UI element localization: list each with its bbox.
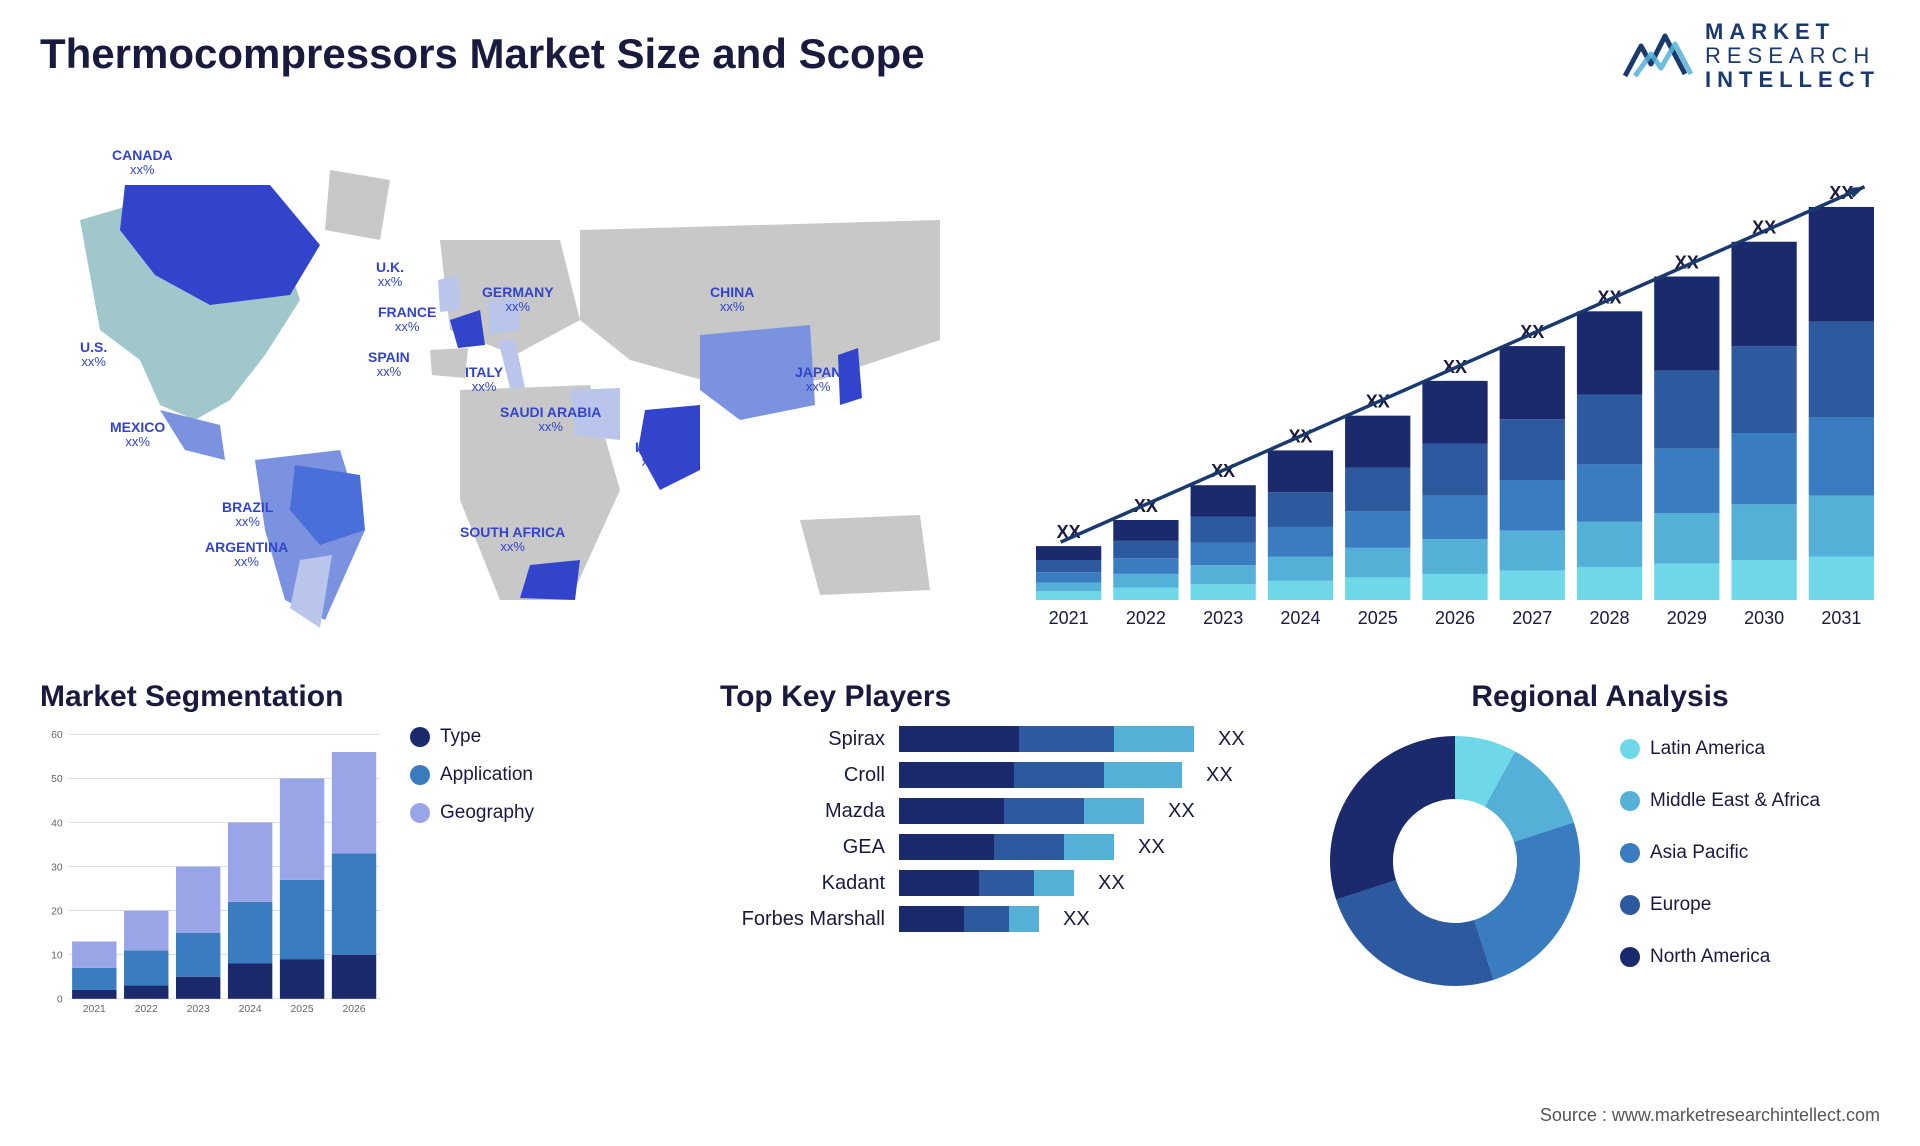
player-bar	[899, 726, 1194, 752]
player-label: Mazda	[720, 800, 885, 823]
svg-text:10: 10	[51, 950, 63, 961]
player-row: GEA XX	[720, 834, 1280, 860]
svg-text:2028: 2028	[1590, 608, 1630, 628]
svg-text:2024: 2024	[1280, 608, 1320, 628]
player-value: XX	[1063, 908, 1090, 931]
player-value: XX	[1168, 800, 1195, 823]
player-bar	[899, 762, 1182, 788]
map-label: INDIAxx%	[635, 440, 673, 470]
player-row: Mazda XX	[720, 798, 1280, 824]
map-label: CHINAxx%	[710, 285, 754, 315]
players-chart: SpiraxXXCrollXXMazdaXXGEAXXKadantXXForbe…	[720, 726, 1280, 932]
svg-text:2030: 2030	[1744, 608, 1784, 628]
svg-text:2021: 2021	[83, 1004, 106, 1015]
legend-item: Application	[410, 764, 534, 786]
player-bar	[899, 906, 1039, 932]
map-label: GERMANYxx%	[482, 285, 554, 315]
svg-text:2025: 2025	[1358, 608, 1398, 628]
regional-donut	[1320, 726, 1590, 996]
page-title: Thermocompressors Market Size and Scope	[40, 30, 925, 78]
svg-text:0: 0	[57, 995, 63, 1006]
map-label: SOUTH AFRICAxx%	[460, 525, 565, 555]
regional-legend: Latin America Middle East & Africa Asia Pa…	[1620, 738, 1820, 984]
player-value: XX	[1138, 836, 1165, 859]
players-title: Top Key Players	[720, 680, 1280, 714]
player-row: Croll XX	[720, 762, 1280, 788]
svg-text:20: 20	[51, 906, 63, 917]
svg-text:2021: 2021	[1049, 608, 1089, 628]
legend-item: Europe	[1620, 894, 1820, 916]
segmentation-legend: Type Application Geography	[410, 726, 534, 840]
svg-text:2023: 2023	[187, 1004, 210, 1015]
segmentation-chart: 0 10 20 30 40 50 60 2021 2022 2023 2024 2025 2026	[40, 726, 380, 1026]
logo-text: MARKET RESEARCH INTELLECT	[1705, 20, 1880, 93]
map-label: U.K.xx%	[376, 260, 404, 290]
svg-text:60: 60	[51, 730, 63, 741]
player-value: XX	[1206, 764, 1233, 787]
legend-item: Geography	[410, 802, 534, 824]
player-row: Kadant XX	[720, 870, 1280, 896]
legend-item: Latin America	[1620, 738, 1820, 760]
logo-icon	[1623, 26, 1693, 86]
world-map: CANADAxx% U.S.xx% MEXICOxx% BRAZILxx% ARGENT…	[20, 130, 980, 650]
legend-item: North America	[1620, 946, 1820, 968]
player-label: GEA	[720, 836, 885, 859]
map-label: SPAINxx%	[368, 350, 410, 380]
map-label: JAPANxx%	[795, 365, 841, 395]
map-label: CANADAxx%	[112, 148, 173, 178]
map-label: BRAZILxx%	[222, 500, 273, 530]
svg-text:2022: 2022	[1126, 608, 1166, 628]
logo: MARKET RESEARCH INTELLECT	[1623, 20, 1880, 93]
svg-text:30: 30	[51, 862, 63, 873]
svg-text:2029: 2029	[1667, 608, 1707, 628]
svg-text:2026: 2026	[342, 1004, 365, 1015]
map-label: ITALYxx%	[465, 365, 503, 395]
map-label: MEXICOxx%	[110, 420, 165, 450]
map-label: FRANCExx%	[378, 305, 436, 335]
source-text: Source : www.marketresearchintellect.com	[1540, 1105, 1880, 1126]
svg-text:2027: 2027	[1512, 608, 1552, 628]
svg-text:2026: 2026	[1435, 608, 1475, 628]
segmentation-section: Market Segmentation 0 10 20 30 40 50 60 2021 202…	[40, 680, 660, 1026]
legend-item: Type	[410, 726, 534, 748]
svg-text:2023: 2023	[1203, 608, 1243, 628]
player-bar	[899, 798, 1144, 824]
player-bar	[899, 870, 1074, 896]
svg-text:2025: 2025	[291, 1004, 314, 1015]
svg-text:50: 50	[51, 774, 63, 785]
regional-section: Regional Analysis Latin America Middle Ea…	[1320, 680, 1880, 996]
map-label: SAUDI ARABIAxx%	[500, 405, 601, 435]
legend-item: Middle East & Africa	[1620, 790, 1820, 812]
map-label: ARGENTINAxx%	[205, 540, 288, 570]
svg-text:40: 40	[51, 818, 63, 829]
player-label: Croll	[720, 764, 885, 787]
player-label: Kadant	[720, 872, 885, 895]
svg-text:2022: 2022	[135, 1004, 158, 1015]
player-value: XX	[1098, 872, 1125, 895]
player-label: Spirax	[720, 728, 885, 751]
segmentation-title: Market Segmentation	[40, 680, 660, 714]
svg-text:2024: 2024	[239, 1004, 262, 1015]
player-label: Forbes Marshall	[720, 908, 885, 931]
players-section: Top Key Players SpiraxXXCrollXXMazdaXXGE…	[720, 680, 1280, 942]
player-bar	[899, 834, 1114, 860]
player-row: Spirax XX	[720, 726, 1280, 752]
player-row: Forbes Marshall XX	[720, 906, 1280, 932]
legend-item: Asia Pacific	[1620, 842, 1820, 864]
market-size-chart: XX2021XX2022XX2023XX2024XX2025XX2026XX20…	[1030, 160, 1880, 640]
svg-text:2031: 2031	[1821, 608, 1861, 628]
player-value: XX	[1218, 728, 1245, 751]
map-label: U.S.xx%	[80, 340, 107, 370]
regional-title: Regional Analysis	[1320, 680, 1880, 714]
